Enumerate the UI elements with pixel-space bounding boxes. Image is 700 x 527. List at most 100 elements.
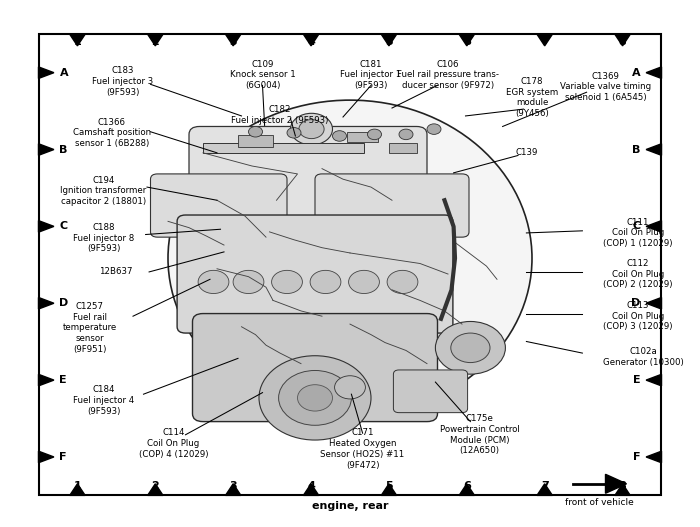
Text: C1366
Camshaft position
sensor 1 (6B288): C1366 Camshaft position sensor 1 (6B288) xyxy=(73,118,151,148)
Circle shape xyxy=(287,128,301,138)
FancyBboxPatch shape xyxy=(315,174,469,237)
Circle shape xyxy=(451,333,490,363)
Text: C111
Coil On Plug
(COP) 1 (12029): C111 Coil On Plug (COP) 1 (12029) xyxy=(603,218,673,248)
Polygon shape xyxy=(537,34,552,46)
Circle shape xyxy=(272,270,302,294)
Text: C102a
Generator (10300): C102a Generator (10300) xyxy=(603,347,684,367)
Ellipse shape xyxy=(168,100,532,416)
Polygon shape xyxy=(225,484,241,495)
Polygon shape xyxy=(646,451,662,463)
Circle shape xyxy=(248,126,262,137)
Text: C: C xyxy=(632,221,640,231)
Polygon shape xyxy=(646,374,662,386)
Circle shape xyxy=(290,113,332,145)
Polygon shape xyxy=(38,297,54,309)
Polygon shape xyxy=(70,484,85,495)
Text: 8: 8 xyxy=(619,481,626,491)
Polygon shape xyxy=(225,34,241,46)
Text: A: A xyxy=(60,67,68,77)
Text: C171
Heated Oxygen
Sensor (HO2S) #11
(9F472): C171 Heated Oxygen Sensor (HO2S) #11 (9F… xyxy=(321,428,405,470)
Circle shape xyxy=(233,270,264,294)
Text: C183
Fuel injector 3
(9F593): C183 Fuel injector 3 (9F593) xyxy=(92,66,153,97)
Circle shape xyxy=(399,129,413,140)
Text: 5: 5 xyxy=(385,37,393,47)
Polygon shape xyxy=(606,474,626,493)
Text: front of vehicle: front of vehicle xyxy=(565,498,634,507)
FancyBboxPatch shape xyxy=(177,215,453,333)
Text: E: E xyxy=(633,375,641,385)
Text: 1: 1 xyxy=(74,37,81,47)
Text: 1: 1 xyxy=(74,481,81,491)
Polygon shape xyxy=(303,34,319,46)
Polygon shape xyxy=(615,34,630,46)
Polygon shape xyxy=(303,484,319,495)
Circle shape xyxy=(259,356,371,440)
Polygon shape xyxy=(459,484,475,495)
Circle shape xyxy=(349,270,379,294)
Bar xyxy=(38,34,661,495)
Text: C178
EGR system
module
(9Y456): C178 EGR system module (9Y456) xyxy=(506,77,558,118)
Circle shape xyxy=(299,120,324,139)
Polygon shape xyxy=(646,144,662,155)
Text: 4: 4 xyxy=(307,37,315,47)
Text: 3: 3 xyxy=(230,481,237,491)
Bar xyxy=(203,143,364,153)
Text: 7: 7 xyxy=(541,481,549,491)
Polygon shape xyxy=(646,297,662,309)
Text: C113
Coil On Plug
(COP) 3 (12029): C113 Coil On Plug (COP) 3 (12029) xyxy=(603,301,673,331)
Text: C188
Fuel injector 8
(9F593): C188 Fuel injector 8 (9F593) xyxy=(73,223,134,253)
Text: 4: 4 xyxy=(307,481,315,491)
Text: C139: C139 xyxy=(515,148,538,158)
Polygon shape xyxy=(38,67,54,79)
Polygon shape xyxy=(382,34,397,46)
Text: C175e
Powertrain Control
Module (PCM)
(12A650): C175e Powertrain Control Module (PCM) (1… xyxy=(440,414,519,455)
Text: 6: 6 xyxy=(463,481,470,491)
Bar xyxy=(238,135,273,147)
Polygon shape xyxy=(38,144,54,155)
Text: D: D xyxy=(60,298,69,308)
FancyBboxPatch shape xyxy=(393,370,468,413)
Text: F: F xyxy=(633,452,641,462)
Text: 3: 3 xyxy=(230,37,237,47)
Text: C112
Coil On Plug
(COP) 2 (12029): C112 Coil On Plug (COP) 2 (12029) xyxy=(603,259,673,289)
Circle shape xyxy=(279,370,351,425)
Circle shape xyxy=(198,270,229,294)
FancyBboxPatch shape xyxy=(189,126,427,229)
Polygon shape xyxy=(38,221,54,232)
Polygon shape xyxy=(646,221,662,232)
Text: C1369
Variable valve timing
solenoid 1 (6A545): C1369 Variable valve timing solenoid 1 (… xyxy=(560,72,651,102)
Text: F: F xyxy=(60,452,67,462)
Text: C194
Ignition transformer
capacitor 2 (18801): C194 Ignition transformer capacitor 2 (1… xyxy=(60,175,147,206)
Circle shape xyxy=(435,321,505,374)
Circle shape xyxy=(335,376,365,399)
Polygon shape xyxy=(38,374,54,386)
Polygon shape xyxy=(148,484,163,495)
Text: C: C xyxy=(60,221,68,231)
Circle shape xyxy=(298,385,332,411)
Text: 2: 2 xyxy=(151,481,159,491)
Polygon shape xyxy=(382,484,397,495)
Text: A: A xyxy=(632,67,640,77)
Text: engine, rear: engine, rear xyxy=(312,501,388,511)
Bar xyxy=(346,132,378,142)
Text: 2: 2 xyxy=(151,37,159,47)
Circle shape xyxy=(387,270,418,294)
Circle shape xyxy=(368,129,382,140)
Bar xyxy=(389,143,416,153)
Circle shape xyxy=(427,124,441,134)
Polygon shape xyxy=(615,484,630,495)
Polygon shape xyxy=(459,34,475,46)
Text: 8: 8 xyxy=(619,37,626,47)
Text: B: B xyxy=(60,144,68,154)
Circle shape xyxy=(310,270,341,294)
Text: D: D xyxy=(631,298,640,308)
Text: C106
Fuel rail pressure trans-
ducer sensor (9F972): C106 Fuel rail pressure trans- ducer sen… xyxy=(397,60,499,90)
Text: E: E xyxy=(60,375,67,385)
Text: C182
Fuel injector 2 (9F593): C182 Fuel injector 2 (9F593) xyxy=(231,105,329,125)
Text: 7: 7 xyxy=(541,37,549,47)
FancyBboxPatch shape xyxy=(150,174,287,237)
Text: B: B xyxy=(632,144,640,154)
Text: 6: 6 xyxy=(463,37,470,47)
Polygon shape xyxy=(646,67,662,79)
Polygon shape xyxy=(70,34,85,46)
